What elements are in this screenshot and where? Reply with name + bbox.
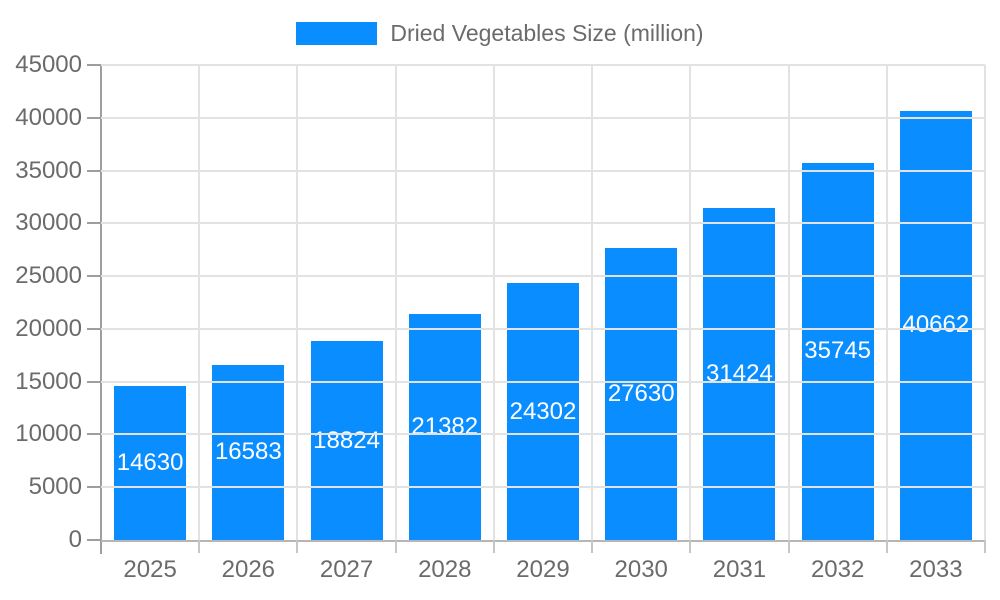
category-column-2032: 35745: [789, 65, 887, 540]
legend-swatch: [296, 22, 378, 45]
bar-2025[interactable]: 14630: [114, 385, 187, 540]
gridline-vertical-9: [984, 65, 986, 540]
category-column-2027: 18824: [297, 65, 395, 540]
y-tick-35000: [87, 169, 101, 172]
gridline-horizontal-45000: [101, 64, 985, 66]
gridline-horizontal-40000: [101, 116, 985, 119]
bar-value-label-2033: 40662: [902, 311, 970, 339]
bar-2030[interactable]: 27630: [605, 248, 678, 540]
y-tick-label-35000: 35000: [15, 156, 82, 184]
gridline-horizontal-10000: [101, 433, 985, 436]
category-column-2030: 27630: [592, 65, 690, 540]
bar-2028[interactable]: 21382: [408, 314, 481, 540]
gridline-vertical-7: [787, 65, 790, 540]
y-tick-40000: [87, 116, 101, 119]
bar-value-label-2030: 27630: [607, 380, 675, 408]
bar-value-label-2031: 31424: [706, 360, 773, 388]
gridline-vertical-1: [198, 65, 201, 540]
x-tick-2: [296, 540, 299, 553]
bar-value-label-2025: 14630: [116, 448, 184, 476]
y-tick-15000: [87, 380, 101, 383]
gridline-horizontal-35000: [101, 169, 985, 172]
bar-value-label-2032: 35745: [804, 337, 872, 365]
category-column-2028: 21382: [396, 65, 494, 540]
x-tick-8: [885, 540, 888, 553]
x-tick-label-2028: 2028: [418, 556, 472, 583]
y-tick-label-30000: 30000: [15, 209, 82, 237]
y-tick-label-25000: 25000: [15, 262, 82, 290]
y-tick-label-20000: 20000: [15, 314, 82, 342]
gridline-vertical-5: [591, 65, 594, 540]
bar-2032[interactable]: 35745: [801, 162, 874, 540]
plot-area: 14630 16583 18824 21382 24302 27630 31424 35745…: [100, 64, 986, 554]
bar-value-label-2027: 18824: [313, 426, 380, 454]
bar-2027[interactable]: 18824: [310, 341, 383, 540]
x-tick-1: [198, 540, 201, 553]
bar-value-label-2026: 16583: [214, 438, 282, 466]
y-tick-5000: [87, 486, 101, 489]
y-tick-label-40000: 40000: [15, 103, 82, 131]
gridline-vertical-2: [296, 65, 299, 540]
y-tick-10000: [87, 433, 101, 436]
bar-value-label-2029: 24302: [509, 397, 577, 425]
bar-2033[interactable]: 40662: [899, 110, 972, 540]
y-tick-label-15000: 15000: [15, 367, 82, 395]
legend[interactable]: Dried Vegetables Size (million): [0, 20, 1000, 47]
gridline-horizontal-15000: [101, 380, 985, 383]
gridline-horizontal-5000: [101, 486, 985, 489]
gridline-horizontal-25000: [101, 275, 985, 278]
y-tick-20000: [87, 327, 101, 330]
y-tick-0: [87, 539, 101, 541]
x-tick-label-2033: 2033: [909, 556, 963, 583]
y-tick-label-5000: 5000: [28, 473, 82, 501]
gridline-horizontal-30000: [101, 222, 985, 225]
x-tick-label-2027: 2027: [319, 556, 374, 583]
gridline-vertical-3: [394, 65, 397, 540]
bar-2026[interactable]: 16583: [212, 364, 285, 540]
gridline-vertical-6: [689, 65, 692, 540]
x-tick-label-2032: 2032: [810, 556, 865, 583]
x-tick-label-2031: 2031: [712, 556, 767, 583]
y-axis-line: [100, 65, 102, 554]
y-tick-45000: [87, 64, 101, 66]
x-tick-9: [984, 540, 986, 553]
x-tick-3: [394, 540, 397, 553]
y-tick-label-0: 0: [68, 526, 82, 553]
category-column-2031: 31424: [690, 65, 788, 540]
gridline-vertical-4: [492, 65, 495, 540]
category-column-2033: 40662: [887, 65, 985, 540]
gridline-horizontal-20000: [101, 327, 985, 330]
category-column-2029: 24302: [494, 65, 592, 540]
category-column-2025: 14630: [101, 65, 199, 540]
bar-2029[interactable]: 24302: [506, 283, 579, 540]
bar-value-label-2028: 21382: [411, 413, 479, 441]
x-tick-label-2025: 2025: [123, 556, 177, 583]
y-tick-25000: [87, 275, 101, 278]
x-tick-label-2026: 2026: [221, 556, 276, 583]
legend-label: Dried Vegetables Size (million): [390, 20, 704, 46]
x-tick-7: [787, 540, 790, 553]
x-tick-label-2029: 2029: [516, 556, 570, 583]
x-tick-6: [689, 540, 692, 553]
bar-2031[interactable]: 31424: [703, 208, 776, 540]
category-column-2026: 16583: [199, 65, 297, 540]
x-tick-4: [492, 540, 495, 553]
gridline-vertical-8: [885, 65, 888, 540]
x-tick-5: [591, 540, 594, 553]
x-axis-line: [101, 540, 985, 542]
bars-container: 14630 16583 18824 21382 24302 27630 31424 35745…: [101, 65, 985, 540]
x-axis-labels: 2025 2026 2027 2028 2029 2030 2031 2032 2033: [101, 556, 985, 584]
x-tick-label-2030: 2030: [614, 556, 668, 583]
y-tick-30000: [87, 222, 101, 225]
y-tick-label-45000: 45000: [15, 51, 82, 78]
y-tick-label-10000: 10000: [15, 420, 82, 448]
